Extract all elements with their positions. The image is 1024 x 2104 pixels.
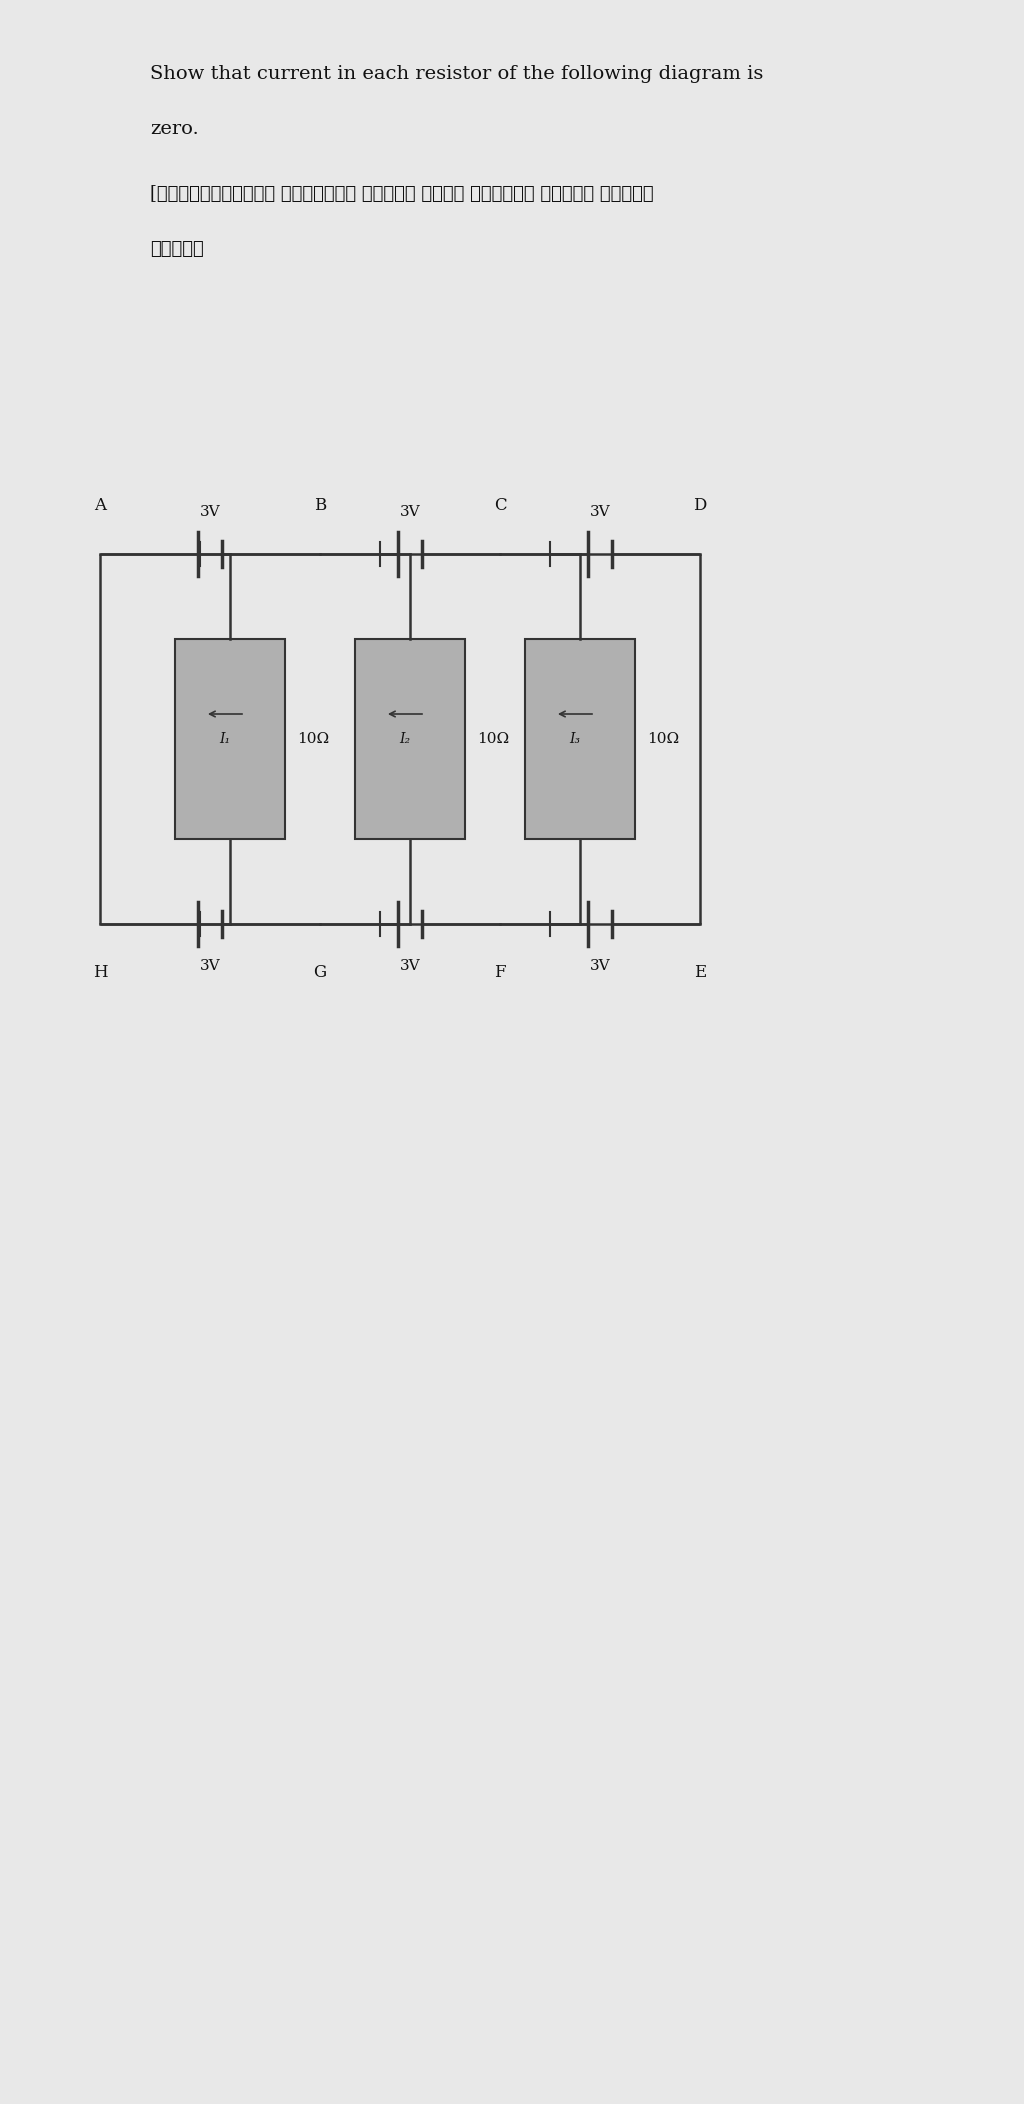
Text: 10Ω: 10Ω xyxy=(477,732,509,747)
Bar xyxy=(525,640,635,839)
Text: [ডায়াগ্রামের প্রতিটি রোধকে তড়িৎ প্রবাহ শূন্য দেখাও: [ডায়াগ্রামের প্রতিটি রোধকে তড়িৎ প্রবাহ শ… xyxy=(150,185,653,202)
Text: 3V: 3V xyxy=(590,505,610,520)
Text: I₃: I₃ xyxy=(569,732,581,747)
Text: H: H xyxy=(93,964,108,980)
Text: 3V: 3V xyxy=(399,505,420,520)
Text: C: C xyxy=(494,497,506,513)
Text: 3V: 3V xyxy=(200,505,220,520)
Text: E: E xyxy=(694,964,707,980)
Text: 3V: 3V xyxy=(200,959,220,972)
Text: 3V: 3V xyxy=(399,959,420,972)
Text: 10Ω: 10Ω xyxy=(297,732,329,747)
Text: A: A xyxy=(94,497,106,513)
Text: 10Ω: 10Ω xyxy=(647,732,679,747)
Text: 3V: 3V xyxy=(590,959,610,972)
Bar xyxy=(175,640,285,839)
Text: I₂: I₂ xyxy=(399,732,411,747)
Text: G: G xyxy=(313,964,327,980)
Text: F: F xyxy=(495,964,506,980)
Text: I₁: I₁ xyxy=(219,732,230,747)
Text: Show that current in each resistor of the following diagram is: Show that current in each resistor of th… xyxy=(150,65,763,82)
Bar xyxy=(355,640,465,839)
Text: দায়া।: দায়া। xyxy=(150,240,204,259)
Text: B: B xyxy=(314,497,326,513)
Text: D: D xyxy=(693,497,707,513)
Text: zero.: zero. xyxy=(150,120,199,139)
